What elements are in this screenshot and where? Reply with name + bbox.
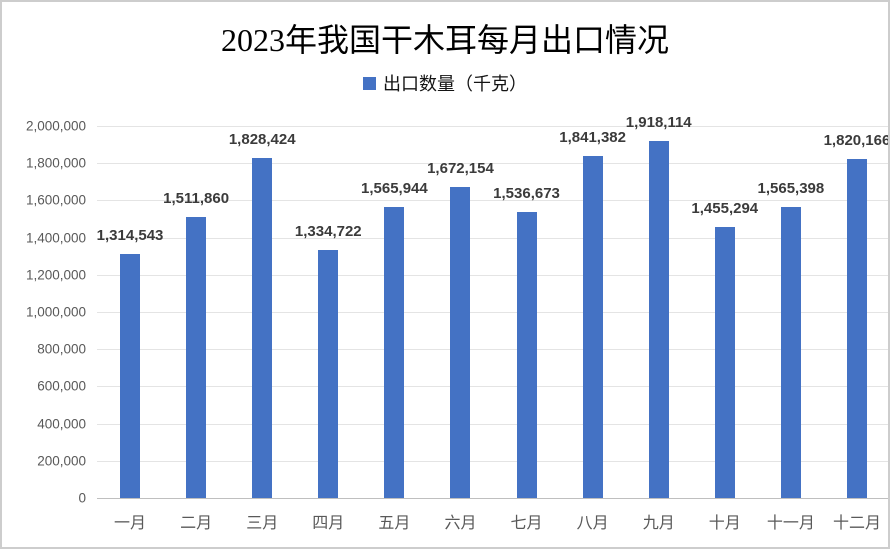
bar-六月 bbox=[450, 186, 471, 498]
y-tick-label: 800,000 bbox=[37, 341, 86, 357]
x-tick-label: 八月 bbox=[576, 515, 609, 532]
y-gridline bbox=[97, 200, 888, 202]
bar-value-label: 1,918,114 bbox=[625, 114, 692, 132]
y-gridline bbox=[97, 349, 888, 351]
bar-一月 bbox=[120, 253, 141, 498]
plot-area: 1,314,543 1,511,860 1,828,424 1,334,722 1,56… bbox=[96, 114, 890, 499]
bar-value-label: 1,672,154 bbox=[427, 159, 494, 177]
x-tick-label: 五月 bbox=[378, 515, 411, 532]
y-tick-label: 1,600,000 bbox=[25, 192, 86, 208]
bar-value-label: 1,455,294 bbox=[691, 200, 759, 218]
bar-value-label: 1,536,673 bbox=[493, 185, 560, 203]
x-tick-label: 十一月 bbox=[766, 515, 815, 532]
y-tick-label: 0 bbox=[78, 490, 86, 506]
bar-value-label: 1,828,424 bbox=[228, 130, 296, 148]
y-tick-label: 2,000,000 bbox=[25, 118, 86, 134]
y-tick-label: 200,000 bbox=[37, 453, 86, 469]
y-tick-label: 400,000 bbox=[37, 416, 86, 432]
bar-value-label: 1,314,543 bbox=[96, 226, 164, 244]
y-gridline bbox=[97, 237, 888, 239]
bar-七月 bbox=[516, 212, 537, 498]
chart-title: 2023年我国干木耳每月出口情况 bbox=[220, 22, 669, 58]
y-gridline bbox=[97, 423, 888, 425]
bar-value-label: 1,511,860 bbox=[163, 189, 230, 207]
x-tick-label: 一月 bbox=[114, 515, 147, 532]
y-gridline bbox=[97, 386, 888, 388]
bar-八月 bbox=[582, 155, 603, 498]
bar-二月 bbox=[186, 216, 207, 498]
x-tick-label: 九月 bbox=[642, 515, 675, 532]
bar-十一月 bbox=[780, 206, 801, 498]
y-gridline bbox=[97, 312, 888, 313]
y-gridline bbox=[97, 274, 888, 276]
y-gridline bbox=[97, 126, 888, 127]
x-tick-label: 十月 bbox=[708, 515, 741, 532]
x-tick-label: 二月 bbox=[180, 515, 213, 532]
bar-value-label: 1,565,944 bbox=[361, 179, 428, 197]
x-tick-label: 七月 bbox=[510, 515, 543, 532]
y-tick-label: 1,200,000 bbox=[25, 267, 86, 283]
x-tick-label: 十二月 bbox=[832, 515, 881, 532]
y-gridline bbox=[97, 460, 888, 462]
bar-十月 bbox=[714, 227, 735, 498]
bar-value-label: 1,820,166 bbox=[823, 132, 890, 150]
y-tick-label: 1,400,000 bbox=[25, 230, 86, 246]
y-gridline bbox=[97, 163, 888, 165]
y-tick-label: 600,000 bbox=[37, 378, 86, 394]
x-tick-label: 三月 bbox=[246, 515, 279, 532]
legend-swatch-icon bbox=[363, 76, 376, 90]
x-axis-line bbox=[97, 498, 888, 499]
bar-十二月 bbox=[846, 159, 867, 498]
bar-value-label: 1,565,398 bbox=[757, 179, 825, 197]
bar-五月 bbox=[384, 206, 405, 498]
bar-四月 bbox=[318, 249, 339, 498]
x-tick-label: 六月 bbox=[444, 515, 477, 532]
legend: 出口数量（千克） bbox=[2, 70, 888, 96]
x-tick-label: 四月 bbox=[312, 515, 345, 532]
y-tick-label: 1,000,000 bbox=[25, 304, 86, 320]
legend-label: 出口数量（千克） bbox=[383, 74, 527, 94]
bar-九月 bbox=[648, 141, 669, 498]
bar-value-label: 1,841,382 bbox=[559, 128, 626, 146]
y-tick-label: 1,800,000 bbox=[25, 155, 86, 171]
bar-value-label: 1,334,722 bbox=[294, 222, 362, 240]
bar-三月 bbox=[252, 157, 273, 498]
